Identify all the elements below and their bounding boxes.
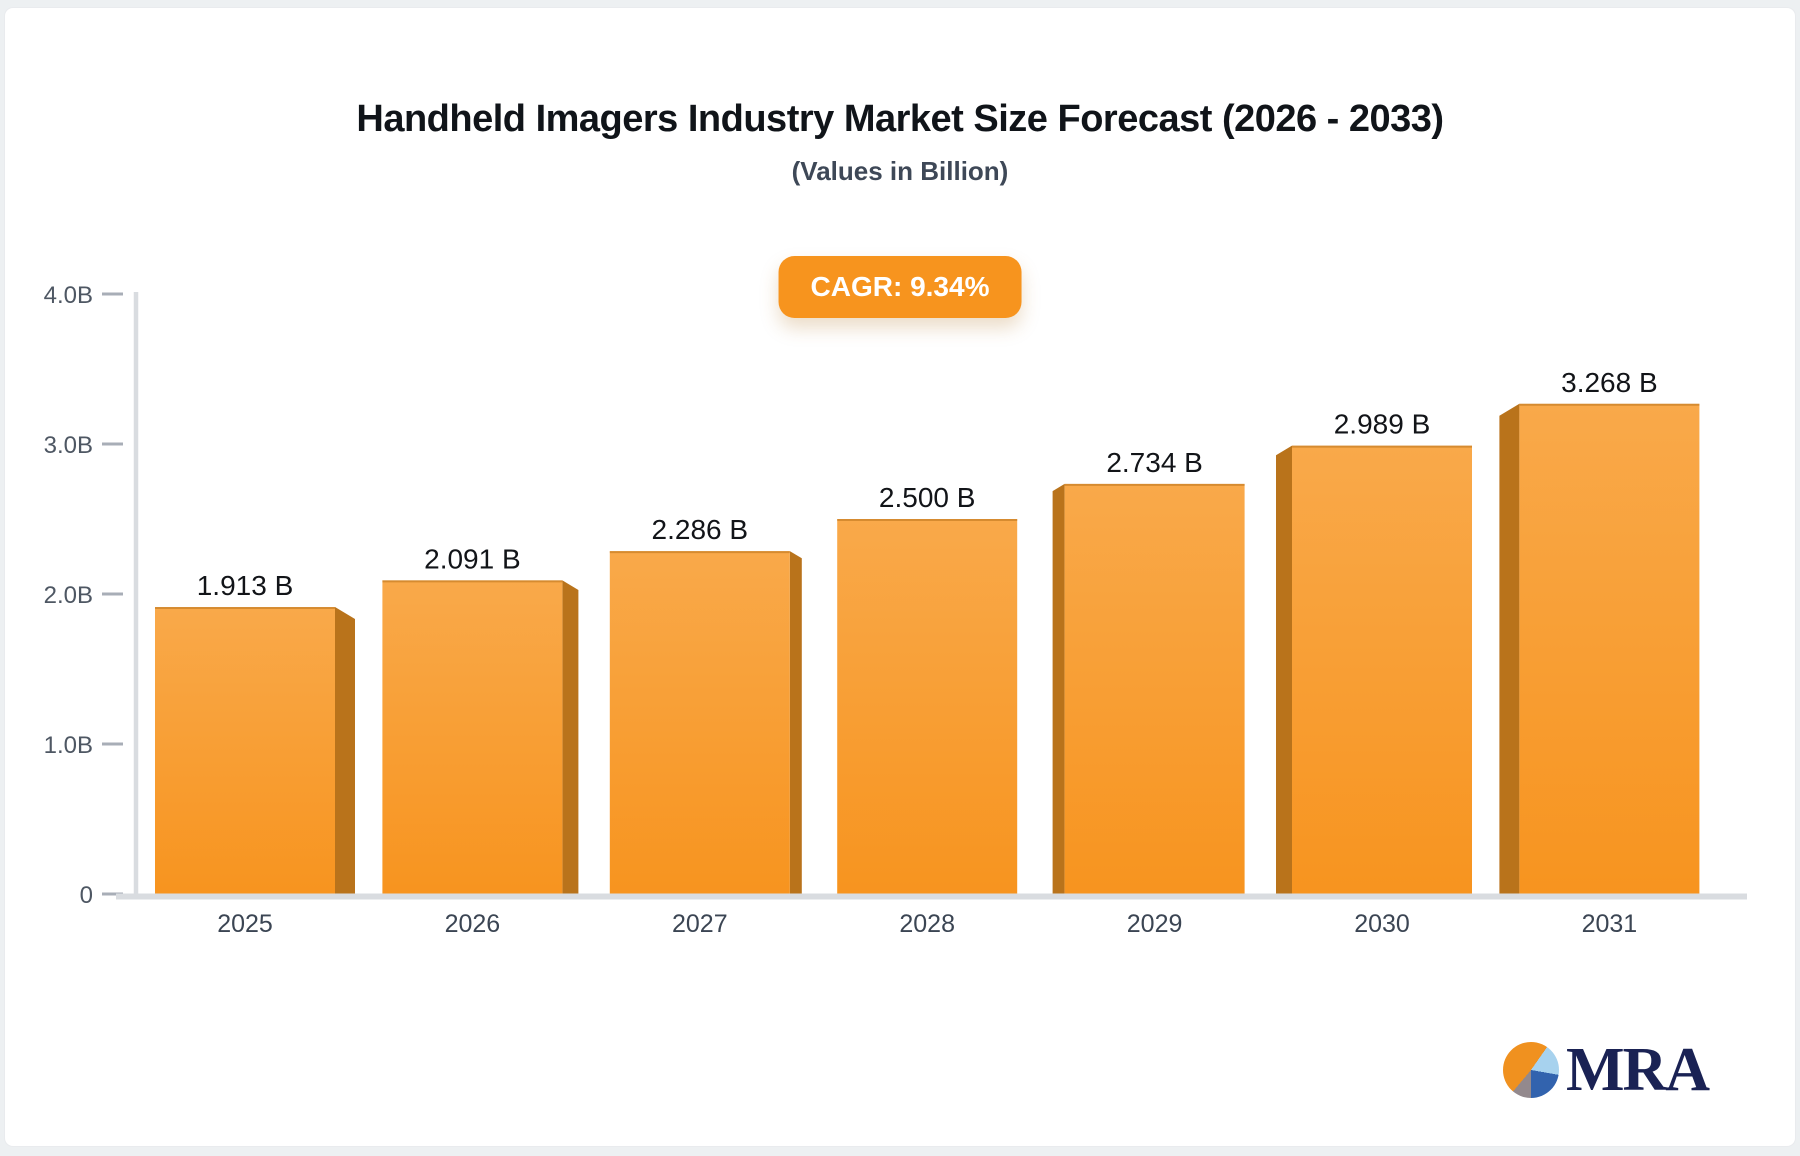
bar-value-label: 2.500 B bbox=[879, 482, 976, 513]
bar[interactable]: 2.989 B 2030 bbox=[1276, 409, 1472, 938]
bar-front bbox=[1292, 445, 1472, 894]
bar-front bbox=[155, 607, 335, 894]
bar-side bbox=[1052, 483, 1065, 894]
x-category-label: 2028 bbox=[899, 910, 955, 938]
bar-value-label: 2.734 B bbox=[1106, 447, 1203, 478]
y-tick-label: 3.0B bbox=[44, 432, 93, 459]
bar-side bbox=[1499, 403, 1520, 894]
bar[interactable]: 1.913 B 2025 bbox=[155, 570, 355, 938]
bar[interactable]: 2.500 B 2028 bbox=[837, 482, 1018, 938]
bar-front bbox=[609, 551, 790, 894]
brand-logo: MRA bbox=[1503, 1036, 1710, 1104]
bar-side bbox=[789, 551, 802, 894]
y-tick-label: 1.0B bbox=[44, 732, 93, 759]
bar-value-label: 2.989 B bbox=[1334, 409, 1431, 440]
bar-front bbox=[837, 519, 1018, 894]
x-category-label: 2030 bbox=[1354, 910, 1410, 938]
bar-side bbox=[1276, 445, 1292, 894]
bar-side bbox=[562, 580, 579, 894]
logo-pie-icon bbox=[1503, 1042, 1559, 1098]
x-category-label: 2027 bbox=[672, 910, 728, 938]
bar-front bbox=[1519, 403, 1700, 894]
bar-front bbox=[382, 580, 563, 894]
bar-side bbox=[335, 607, 355, 894]
bar[interactable]: 2.734 B 2029 bbox=[1052, 447, 1245, 938]
x-category-label: 2029 bbox=[1127, 910, 1183, 938]
y-tick-label: 4.0B bbox=[44, 282, 93, 309]
page-card: 4.0B 3.0B 2.0B 1.0B 0 1.913 B 2025 2.091 B 2026 2… bbox=[5, 8, 1795, 1146]
bar-value-label: 3.268 B bbox=[1561, 367, 1658, 398]
chart-subtitle: (Values in Billion) bbox=[791, 156, 1009, 186]
bar-value-label: 2.286 B bbox=[652, 514, 749, 545]
bar[interactable]: 2.091 B 2026 bbox=[382, 543, 579, 938]
y-tick-label: 2.0B bbox=[44, 582, 93, 609]
x-category-label: 2031 bbox=[1582, 910, 1638, 938]
chart-title: Handheld Imagers Industry Market Size Fo… bbox=[356, 98, 1444, 140]
cagr-badge: CAGR: 9.34% bbox=[778, 256, 1022, 318]
x-category-label: 2025 bbox=[217, 910, 273, 938]
bar-front bbox=[1064, 483, 1245, 894]
bar-value-label: 2.091 B bbox=[424, 543, 521, 574]
x-category-label: 2026 bbox=[445, 910, 501, 938]
logo-text: MRA bbox=[1566, 1036, 1710, 1104]
bar[interactable]: 2.286 B 2027 bbox=[609, 514, 802, 938]
y-tick-label: 0 bbox=[80, 882, 93, 909]
bar[interactable]: 3.268 B 2031 bbox=[1499, 367, 1700, 938]
bar-value-label: 1.913 B bbox=[197, 570, 294, 601]
